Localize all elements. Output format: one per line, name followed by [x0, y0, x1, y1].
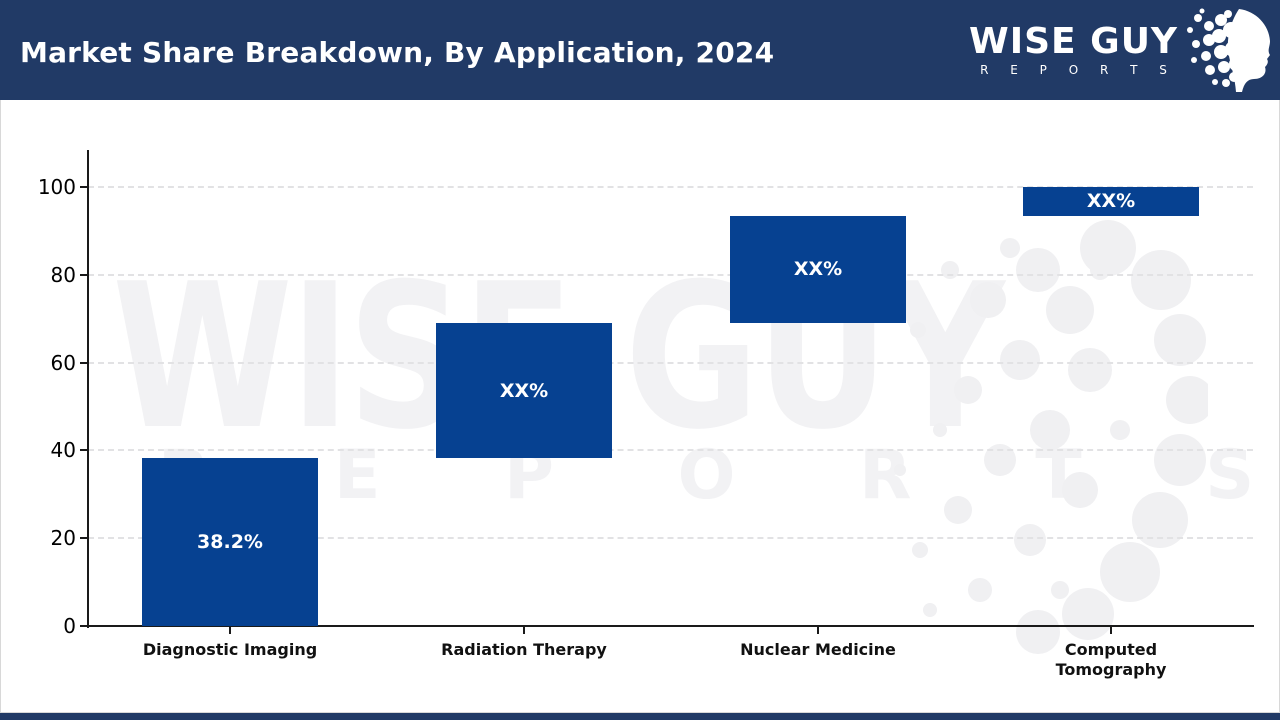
page-title: Market Share Breakdown, By Application, …: [20, 36, 775, 69]
brand-text: WISE GUY R E P O R T S: [968, 20, 1178, 77]
y-tick-label: 80: [50, 262, 76, 287]
category-label-line: Nuclear Medicine: [740, 640, 896, 659]
y-axis: [87, 150, 89, 628]
brand-name: WISE GUY: [968, 20, 1178, 62]
gridline: [88, 449, 1253, 452]
y-tick-mark: [80, 186, 87, 188]
x-tick-mark: [523, 627, 525, 634]
bar-value-label: XX%: [793, 258, 843, 281]
y-tick-mark: [80, 625, 87, 627]
x-tick-mark: [229, 627, 231, 634]
bar-diagnostic-imaging: 38.2%: [142, 458, 318, 626]
category-label-line: Radiation Therapy: [441, 640, 607, 659]
gridline: [88, 186, 1253, 188]
gridline: [88, 273, 1253, 276]
bar-value-label: XX%: [499, 379, 549, 402]
gridline: [88, 361, 1253, 364]
bar-value-label: XX%: [1086, 190, 1136, 213]
category-label-line: Tomography: [1055, 660, 1167, 679]
category-label-line: Computed: [1064, 640, 1158, 659]
header-bar: Market Share Breakdown, By Application, …: [0, 0, 1280, 100]
brand-face-icon: [1187, 8, 1270, 92]
y-tick-label: 0: [63, 614, 76, 638]
x-tick-mark: [817, 627, 819, 634]
brand-subtitle: R E P O R T S: [980, 62, 1176, 77]
category-label: Diagnostic Imaging: [120, 640, 340, 660]
bar-nuclear-medicine: XX%: [730, 215, 906, 324]
y-tick-label: 100: [37, 175, 76, 199]
y-tick-mark: [80, 449, 87, 452]
y-tick-label: 60: [50, 350, 76, 375]
category-label-line: Diagnostic Imaging: [142, 640, 318, 659]
bar-radiation-therapy: XX%: [436, 323, 612, 459]
x-tick-mark: [1110, 627, 1112, 634]
category-label: Computed Tomography: [1001, 640, 1221, 680]
footer-bar: [0, 713, 1280, 720]
y-tick-mark: [80, 361, 87, 364]
y-tick-label: 20: [50, 526, 76, 551]
category-label: Radiation Therapy: [414, 640, 634, 660]
gridline: [88, 537, 1253, 540]
bar-computed-tomography: XX%: [1023, 187, 1199, 216]
y-tick-label: 40: [50, 438, 76, 463]
y-tick-mark: [80, 273, 87, 276]
category-label: Nuclear Medicine: [708, 640, 928, 660]
x-axis: [87, 625, 1254, 627]
brand-logo: WISE GUY R E P O R T S: [969, 6, 1274, 94]
bar-value-label: 38.2%: [197, 531, 263, 554]
y-tick-mark: [80, 537, 87, 540]
